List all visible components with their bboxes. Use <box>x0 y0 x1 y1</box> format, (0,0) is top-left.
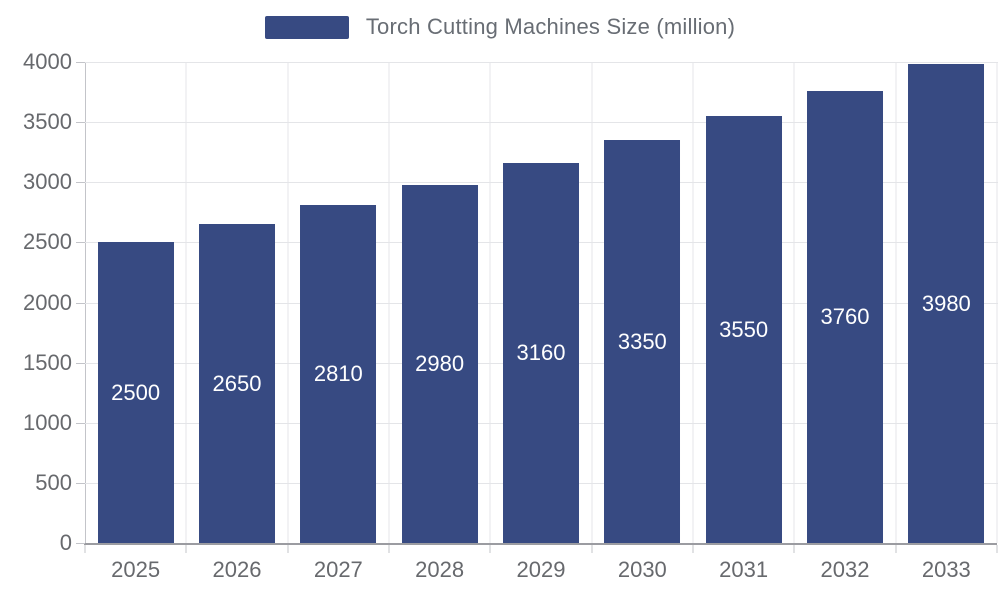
y-axis-tick <box>76 482 85 484</box>
legend-swatch-icon <box>264 15 349 39</box>
bar-2025[interactable]: 2500 <box>97 242 174 543</box>
legend[interactable]: Torch Cutting Machines Size (million) <box>0 14 1000 40</box>
y-tick-label: 0 <box>59 530 72 555</box>
x-axis-tick <box>692 545 694 553</box>
y-tick-label: 500 <box>35 469 72 495</box>
x-tick-label: 2025 <box>111 557 161 582</box>
x-tick-label: 2028 <box>415 557 465 582</box>
gridline-vertical <box>895 62 897 543</box>
x-axis-tick <box>793 545 795 553</box>
y-axis-tick <box>76 242 85 244</box>
x-axis-tick <box>388 545 390 553</box>
x-axis-tick <box>591 545 593 553</box>
y-axis-tick <box>76 422 85 424</box>
gridline-vertical <box>388 62 390 543</box>
bar-2033[interactable]: 3980 <box>908 64 985 543</box>
legend-label: Torch Cutting Machines Size (million) <box>365 14 736 39</box>
y-tick-label: 1000 <box>23 409 72 435</box>
bar-value-label: 2650 <box>212 370 262 396</box>
gridline-horizontal <box>85 62 998 63</box>
gridline-vertical <box>692 62 694 543</box>
y-tick-label: 3000 <box>23 169 72 195</box>
y-axis-tick <box>76 302 85 304</box>
bar-value-label: 2810 <box>313 361 363 387</box>
gridline-vertical <box>489 62 491 543</box>
x-axis-tick <box>489 545 491 553</box>
bar-value-label: 3760 <box>820 303 870 329</box>
bar-2032[interactable]: 3760 <box>807 90 883 543</box>
y-tick-label: 2500 <box>23 229 72 255</box>
x-axis-tick <box>185 545 187 553</box>
y-axis-tick <box>76 122 85 124</box>
x-tick-label: 2032 <box>820 557 870 582</box>
x-axis-tick <box>287 545 289 553</box>
y-tick-label: 2000 <box>23 289 72 315</box>
bar-2027[interactable]: 2810 <box>300 205 377 543</box>
bar-2029[interactable]: 3160 <box>503 163 579 543</box>
x-axis-tick <box>996 545 998 553</box>
bar-value-label: 2980 <box>415 350 465 376</box>
gridline-vertical <box>185 62 187 543</box>
bar-value-label: 3550 <box>719 316 769 342</box>
gridline-vertical <box>591 62 593 543</box>
bar-value-label: 3160 <box>516 340 566 365</box>
x-tick-label: 2031 <box>719 557 769 582</box>
gridline-vertical <box>996 62 998 543</box>
bar-value-label: 3980 <box>921 290 971 316</box>
gridline-vertical <box>793 62 795 543</box>
y-tick-label: 3500 <box>23 109 72 135</box>
bar-2026[interactable]: 2650 <box>198 224 275 543</box>
x-axis-tick <box>895 545 897 553</box>
x-axis-tick <box>84 545 86 553</box>
gridline-vertical <box>287 62 289 543</box>
x-tick-label: 2030 <box>617 557 667 582</box>
y-axis-tick <box>76 182 85 184</box>
bar-value-label: 3350 <box>617 328 667 354</box>
y-tick-label: 1500 <box>23 349 72 375</box>
y-axis-tick <box>76 362 85 364</box>
gridline-horizontal <box>85 122 998 124</box>
x-axis-line <box>84 543 997 545</box>
x-tick-label: 2027 <box>313 557 363 582</box>
x-tick-label: 2026 <box>212 557 262 582</box>
bar-value-label: 2500 <box>111 379 161 405</box>
y-axis-tick <box>76 543 85 544</box>
x-tick-label: 2033 <box>921 557 971 582</box>
x-tick-label: 2029 <box>516 557 566 582</box>
bar-2031[interactable]: 3550 <box>705 116 782 543</box>
y-axis-tick <box>76 62 85 63</box>
y-tick-label: 4000 <box>23 49 72 74</box>
plot-area: 0 500 1000 1500 2000 2500 3000 3500 4000 2025 2026… <box>23 49 998 582</box>
bar-2028[interactable]: 2980 <box>401 184 478 543</box>
bar-2030[interactable]: 3350 <box>604 140 681 543</box>
